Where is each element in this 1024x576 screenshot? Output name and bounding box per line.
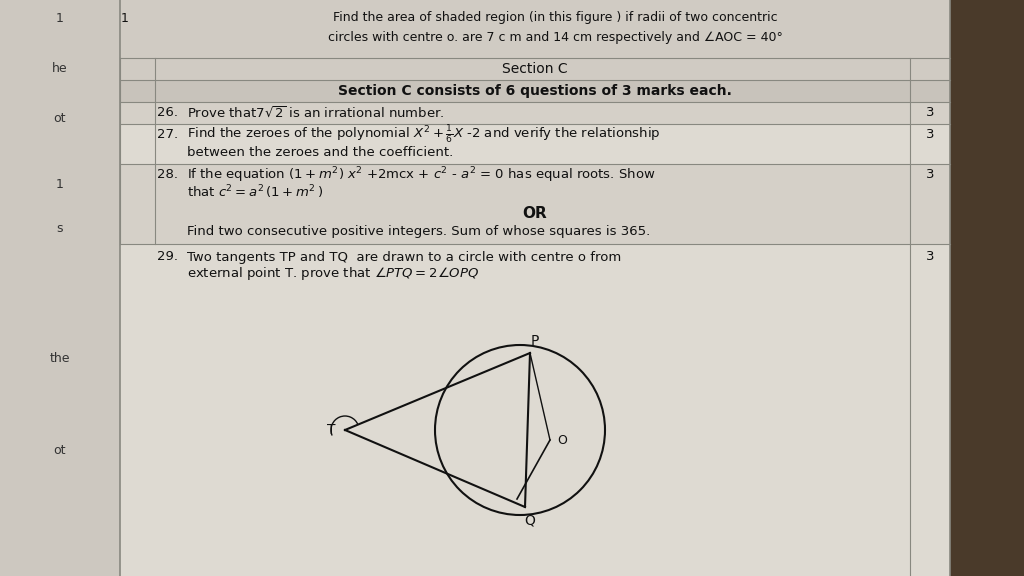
- Text: O: O: [557, 434, 567, 446]
- Text: Find the zeroes of the polynomial $X^2 +\frac{1}{6}X$ -2 and verify the relation: Find the zeroes of the polynomial $X^2 +…: [187, 124, 660, 146]
- Text: 28.: 28.: [157, 169, 178, 181]
- Text: Section C consists of 6 questions of 3 marks each.: Section C consists of 6 questions of 3 m…: [338, 84, 732, 98]
- Bar: [950, 0, 1024, 576]
- Text: between the zeroes and the coefficient.: between the zeroes and the coefficient.: [187, 146, 454, 160]
- Bar: [0, 0, 120, 576]
- Text: 3: 3: [926, 107, 934, 119]
- Text: 3: 3: [926, 169, 934, 181]
- Bar: [120, 164, 950, 244]
- Text: 1: 1: [56, 12, 63, 25]
- Text: 3: 3: [926, 128, 934, 142]
- Text: Find two consecutive positive integers. Sum of whose squares is 365.: Find two consecutive positive integers. …: [187, 225, 650, 238]
- Text: 3: 3: [926, 251, 934, 263]
- Bar: [120, 244, 950, 576]
- Text: If the equation $(1+m^2)$ $x^2$ +2mcx + $c^2$ - $a^2$ = 0 has equal roots. Show: If the equation $(1+m^2)$ $x^2$ +2mcx + …: [187, 165, 655, 185]
- Text: external point T. prove that $\angle PTQ = 2\angle OPQ$: external point T. prove that $\angle PTQ…: [187, 266, 479, 282]
- Bar: [120, 0, 950, 60]
- Text: Prove that7$\sqrt{2}$ is an irrational number.: Prove that7$\sqrt{2}$ is an irrational n…: [187, 105, 444, 120]
- Text: OR: OR: [522, 206, 548, 221]
- Text: Section C: Section C: [502, 62, 568, 76]
- Text: s: s: [56, 222, 63, 234]
- Bar: [120, 80, 950, 102]
- Text: Two tangents TP and TQ  are drawn to a circle with centre o from: Two tangents TP and TQ are drawn to a ci…: [187, 251, 622, 263]
- Text: that $c^2 = a^2\,(1 + m^2\,)$: that $c^2 = a^2\,(1 + m^2\,)$: [187, 183, 324, 201]
- Bar: [120, 124, 950, 164]
- Text: P: P: [530, 334, 540, 348]
- Text: T: T: [327, 423, 335, 437]
- Text: the: the: [50, 351, 71, 365]
- Bar: [120, 0, 950, 576]
- Text: 1: 1: [56, 179, 63, 191]
- Text: he: he: [52, 62, 68, 74]
- Text: 26.: 26.: [157, 107, 178, 119]
- Text: ot: ot: [53, 112, 67, 124]
- Text: Find the area of shaded region (in this figure ) if radii of two concentric: Find the area of shaded region (in this …: [333, 12, 777, 25]
- Text: 1: 1: [121, 12, 129, 25]
- Text: 27.: 27.: [157, 128, 178, 142]
- Text: ot: ot: [53, 444, 67, 457]
- Text: circles with centre o. are 7 c m and 14 cm respectively and ∠AOC = 40°: circles with centre o. are 7 c m and 14 …: [328, 32, 782, 44]
- Text: 29.: 29.: [157, 251, 178, 263]
- Bar: [120, 58, 950, 80]
- Text: Q: Q: [524, 514, 536, 528]
- Bar: [120, 102, 950, 124]
